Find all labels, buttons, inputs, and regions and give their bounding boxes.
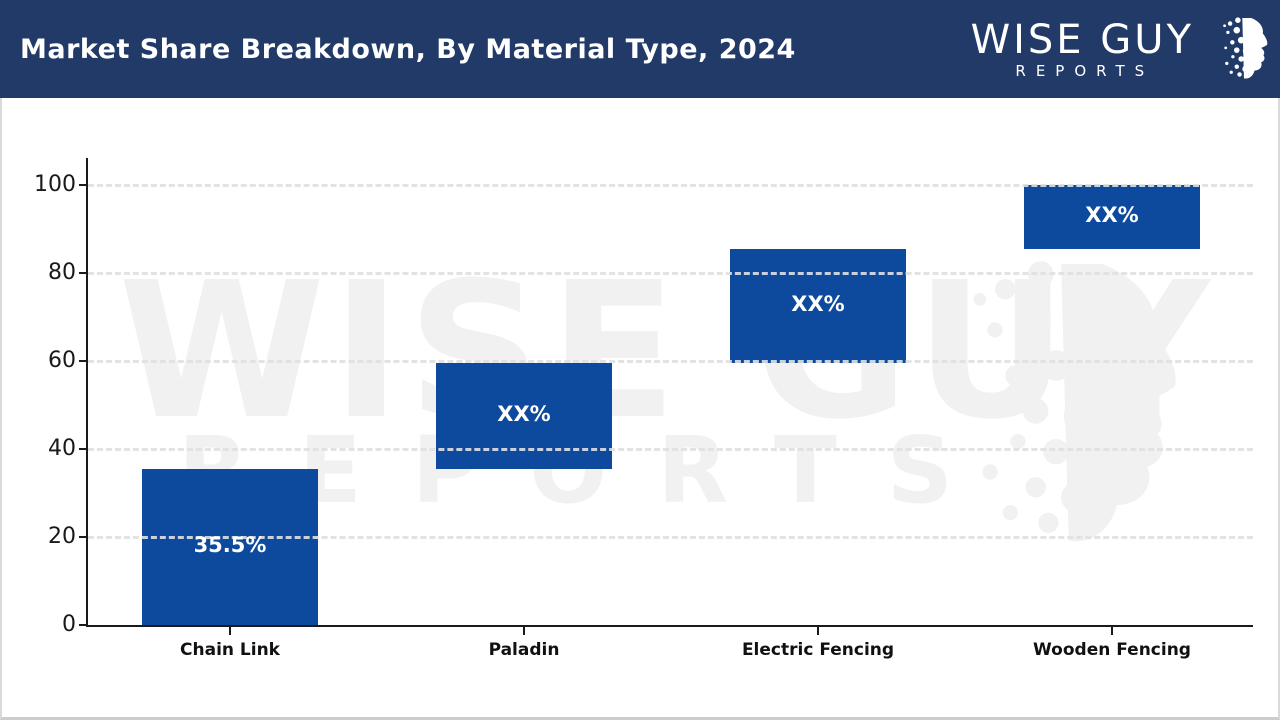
logo-text: WISE GUY REPORTS: [971, 20, 1194, 79]
y-axis-line: [86, 158, 88, 627]
bar-value-label-electric-fencing: XX%: [791, 292, 845, 316]
y-tick-label-40: 40: [48, 436, 76, 461]
y-tick-0: [79, 624, 88, 626]
watermark-dotted-face-icon: [973, 261, 1176, 542]
bar-chain-link: [142, 468, 318, 625]
page-title: Market Share Breakdown, By Material Type…: [20, 33, 796, 65]
y-tick-label-20: 20: [48, 524, 76, 549]
x-tick-wooden-fencing: [1111, 627, 1113, 635]
bar-wooden-fencing: [1024, 185, 1200, 249]
x-tick-electric-fencing: [817, 627, 819, 635]
y-tick-40: [79, 448, 88, 450]
x-tick-paladin: [523, 627, 525, 635]
wise-guy-reports-logo: WISE GUY REPORTS: [971, 7, 1280, 91]
bar-value-label-wooden-fencing: XX%: [1085, 202, 1139, 227]
gridline-20: [88, 536, 1253, 539]
bar-value-label-chain-link: 35.5%: [193, 532, 267, 557]
x-axis-line: [86, 625, 1253, 627]
gridline-100: [88, 184, 1253, 187]
y-tick-60: [79, 360, 88, 362]
y-tick-label-100: 100: [34, 172, 76, 197]
y-tick-label-80: 80: [48, 260, 76, 285]
logo-wordmark: WISE GUY: [970, 16, 1194, 63]
bar-value-label-paladin: XX%: [497, 402, 551, 426]
header-bar: Market Share Breakdown, By Material Type…: [0, 0, 1280, 98]
bar-paladin: [436, 363, 612, 469]
y-tick-80: [79, 272, 88, 274]
y-tick-label-60: 60: [48, 348, 76, 373]
gridline-60: [88, 360, 1253, 363]
x-axis-label-paladin: Paladin: [488, 640, 560, 660]
x-axis-label-wooden-fencing: Wooden Fencing: [1033, 640, 1191, 660]
x-axis-label-electric-fencing: Electric Fencing: [741, 640, 895, 660]
x-axis-label-chain-link: Chain Link: [180, 640, 280, 660]
logo-subtitle: REPORTS: [1015, 61, 1155, 80]
bar-electric-fencing: [730, 248, 906, 364]
gridline-80: [88, 272, 1253, 275]
x-tick-chain-link: [229, 627, 231, 635]
dotted-face-icon: [1223, 17, 1268, 79]
y-tick-label-0: 0: [62, 612, 76, 637]
gridline-40: [88, 448, 1253, 451]
y-tick-20: [79, 536, 88, 538]
y-tick-100: [79, 184, 88, 186]
